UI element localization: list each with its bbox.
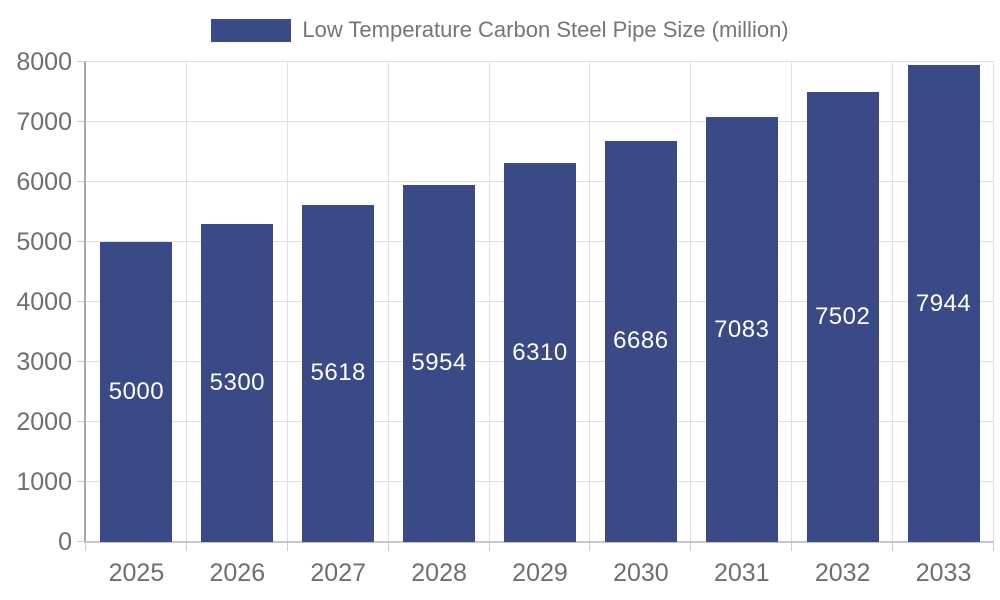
bar-value-label: 6310: [512, 338, 568, 366]
x-axis-tick: [488, 543, 490, 551]
bar[interactable]: 5300: [201, 224, 274, 542]
bar[interactable]: 7944: [907, 65, 980, 542]
y-axis-label: 8000: [16, 48, 72, 76]
bar[interactable]: 7083: [705, 117, 778, 542]
bar[interactable]: 5000: [100, 242, 173, 542]
x-axis-line: [84, 541, 994, 543]
y-axis-tick: [77, 421, 86, 422]
y-axis-label: 3000: [16, 348, 72, 376]
y-axis-label: 5000: [16, 228, 72, 256]
gridline-vertical: [892, 62, 894, 542]
gridline-vertical: [993, 62, 994, 542]
x-axis-label: 2025: [108, 559, 165, 587]
gridline-vertical: [690, 62, 692, 542]
bar-value-label: 5954: [411, 349, 467, 377]
legend-swatch: [211, 18, 292, 42]
bar-value-label: 5300: [209, 369, 266, 396]
legend-label: Low Temperature Carbon Steel Pipe Size (…: [302, 17, 789, 42]
x-axis-tick: [690, 543, 692, 551]
bar-value-label: 5618: [310, 359, 366, 387]
bar[interactable]: 7502: [806, 91, 879, 542]
x-axis-label: 2031: [713, 559, 770, 587]
x-axis-tick: [791, 543, 793, 551]
y-axis-label: 6000: [16, 168, 72, 196]
x-axis-label: 2026: [209, 559, 266, 587]
bar[interactable]: 6310: [504, 163, 576, 542]
x-axis-tick: [185, 543, 187, 551]
x-axis-tick: [85, 543, 86, 551]
y-axis-tick: [77, 541, 86, 542]
legend[interactable]: Low Temperature Carbon Steel Pipe Size (…: [0, 17, 1000, 43]
y-axis-tick: [77, 121, 86, 122]
x-axis-label: 2028: [411, 559, 467, 587]
x-axis-tick: [387, 543, 389, 551]
gridline-vertical: [387, 62, 389, 542]
bar[interactable]: 5618: [302, 204, 375, 542]
y-axis-label: 2000: [16, 408, 72, 436]
gridline-vertical: [791, 62, 793, 542]
y-axis-label: 1000: [16, 468, 72, 496]
bar-value-label: 6686: [613, 327, 669, 355]
gridline-vertical: [488, 62, 490, 542]
y-axis-tick: [77, 61, 86, 62]
y-axis-label: 7000: [16, 108, 72, 136]
x-axis-label: 2029: [512, 559, 568, 587]
bar-value-label: 7944: [915, 289, 972, 317]
x-axis-tick: [286, 543, 288, 551]
gridline-horizontal: [86, 61, 994, 62]
y-axis-tick: [77, 241, 86, 242]
x-axis-label: 2033: [915, 559, 972, 587]
gridline-horizontal: [86, 121, 994, 122]
gridline-vertical: [286, 62, 288, 542]
y-axis-tick: [77, 181, 86, 182]
x-axis-label: 2030: [613, 559, 669, 587]
bar[interactable]: 6686: [604, 140, 677, 542]
x-axis-tick: [993, 543, 994, 551]
x-axis-tick: [892, 543, 894, 551]
gridline-vertical: [185, 62, 187, 542]
y-axis-line: [84, 62, 86, 542]
x-axis-label: 2027: [310, 559, 367, 587]
bar-value-label: 7083: [714, 315, 770, 343]
x-axis-tick: [589, 543, 591, 551]
y-axis-label: 4000: [16, 288, 72, 316]
bar-value-label: 5000: [108, 378, 165, 405]
y-axis-label: 0: [58, 528, 72, 556]
x-axis-label: 2032: [814, 559, 871, 587]
gridline-vertical: [589, 62, 591, 542]
bar[interactable]: 5954: [403, 184, 476, 542]
y-axis-tick: [77, 301, 86, 302]
y-axis-tick: [77, 361, 86, 362]
bar-value-label: 7502: [814, 302, 871, 330]
y-axis-tick: [77, 481, 86, 482]
